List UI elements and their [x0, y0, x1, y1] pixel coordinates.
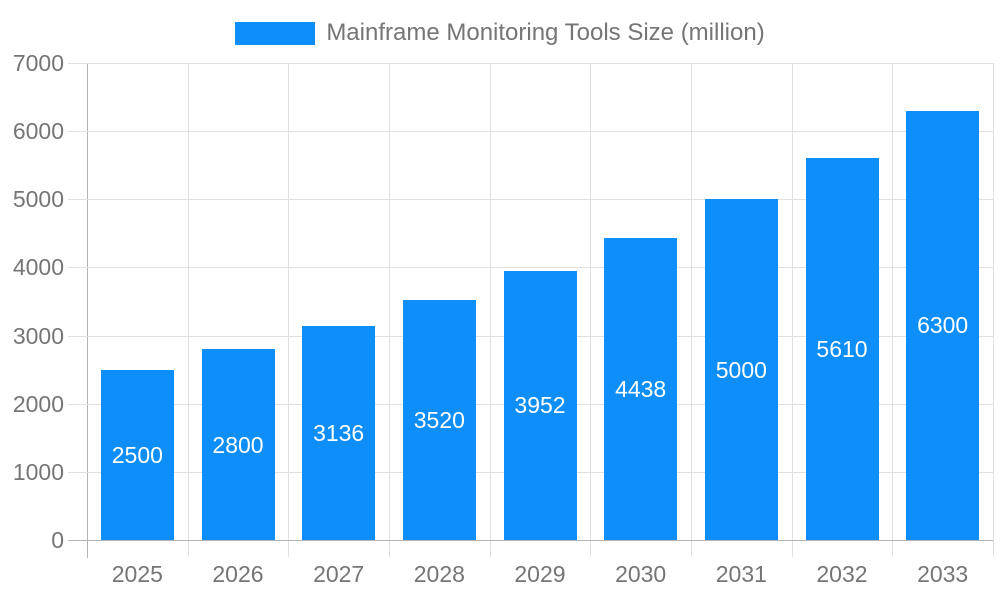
- bar[interactable]: [402, 300, 476, 540]
- x-axis-label: 2033: [917, 561, 969, 587]
- vertical-gridline: [791, 63, 793, 557]
- y-axis-label: 0: [51, 527, 64, 553]
- x-axis-label: 2029: [514, 561, 566, 587]
- bar[interactable]: [805, 157, 879, 540]
- legend-label: Mainframe Monitoring Tools Size (million…: [326, 19, 765, 46]
- bar[interactable]: [503, 270, 577, 540]
- vertical-gridline: [288, 63, 290, 557]
- vertical-gridline: [993, 63, 994, 557]
- bar[interactable]: [302, 326, 376, 540]
- x-axis-label: 2031: [715, 561, 767, 587]
- y-axis-label: 3000: [12, 322, 64, 349]
- y-axis-label: 4000: [12, 254, 64, 281]
- x-axis-line: [68, 540, 993, 541]
- x-axis-label: 2032: [816, 561, 868, 587]
- bar-value-label: 2500: [111, 441, 163, 468]
- horizontal-gridline: [68, 131, 993, 133]
- x-axis-label: 2028: [413, 561, 465, 587]
- vertical-gridline: [892, 63, 894, 557]
- plot-area: 0 1000 2000 3000 4000 5000 6000 7000 2500 2025 280…: [13, 51, 994, 587]
- vertical-gridline: [187, 63, 189, 557]
- bar-value-label: 3952: [514, 392, 566, 419]
- bar[interactable]: [100, 369, 174, 540]
- x-axis-label: 2027: [313, 561, 365, 587]
- bar[interactable]: [201, 349, 275, 540]
- y-axis-label: 5000: [12, 186, 64, 213]
- y-axis-label: 2000: [12, 390, 64, 417]
- horizontal-gridline: [68, 63, 993, 64]
- bar-value-label: 4438: [615, 375, 667, 402]
- bar[interactable]: [604, 237, 678, 540]
- x-axis-label: 2025: [111, 561, 163, 587]
- bar[interactable]: [704, 199, 778, 540]
- vertical-gridline: [590, 63, 592, 557]
- vertical-gridline: [691, 63, 692, 557]
- x-axis-label: 2026: [212, 561, 264, 587]
- chart-legend: Mainframe Monitoring Tools Size (million…: [0, 19, 1000, 47]
- x-axis-label: 2030: [615, 561, 667, 587]
- y-axis-label: 7000: [12, 50, 64, 76]
- bar[interactable]: [906, 110, 980, 540]
- bar-value-label: 6300: [917, 312, 969, 339]
- horizontal-gridline: [68, 267, 993, 269]
- horizontal-gridline: [68, 199, 993, 201]
- bar-value-label: 5610: [816, 335, 868, 362]
- bar-value-label: 3136: [313, 420, 365, 447]
- y-axis-line: [87, 63, 88, 558]
- bar-value-label: 5000: [715, 356, 767, 383]
- y-axis-label: 6000: [12, 118, 64, 145]
- vertical-gridline: [489, 63, 491, 557]
- vertical-gridline: [389, 63, 390, 557]
- legend-swatch: [235, 21, 316, 45]
- bar-value-label: 3520: [413, 407, 465, 434]
- bar-value-label: 2800: [212, 431, 264, 458]
- y-axis-label: 1000: [12, 458, 64, 485]
